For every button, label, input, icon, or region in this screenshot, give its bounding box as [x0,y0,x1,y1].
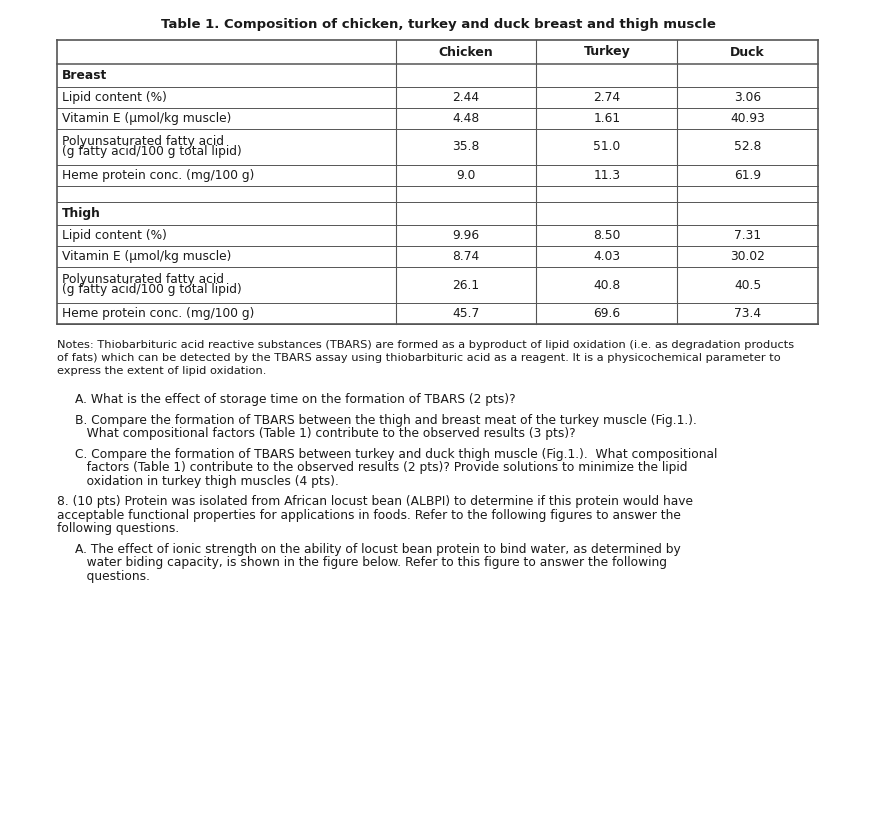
Text: 9.96: 9.96 [452,229,480,242]
Text: following questions.: following questions. [57,522,179,535]
Text: Polyunsaturated fatty acid: Polyunsaturated fatty acid [62,135,224,149]
Text: 4.03: 4.03 [593,250,620,263]
Text: 61.9: 61.9 [734,169,761,182]
Text: express the extent of lipid oxidation.: express the extent of lipid oxidation. [57,366,266,376]
Text: 2.44: 2.44 [452,91,480,104]
Text: 8.50: 8.50 [593,229,620,242]
Text: 8.74: 8.74 [452,250,480,263]
Text: 40.8: 40.8 [593,279,620,291]
Text: 11.3: 11.3 [593,169,620,182]
Text: 69.6: 69.6 [593,307,620,320]
Text: (g fatty acid/100 g total lipid): (g fatty acid/100 g total lipid) [62,284,242,296]
Text: Lipid content (%): Lipid content (%) [62,229,167,242]
Text: 3.06: 3.06 [734,91,761,104]
Text: A. What is the effect of storage time on the formation of TBARS (2 pts)?: A. What is the effect of storage time on… [75,393,515,406]
Text: 2.74: 2.74 [593,91,620,104]
Text: 9.0: 9.0 [457,169,476,182]
Text: Table 1. Composition of chicken, turkey and duck breast and thigh muscle: Table 1. Composition of chicken, turkey … [161,18,716,31]
Text: Heme protein conc. (mg/100 g): Heme protein conc. (mg/100 g) [62,307,255,320]
Text: Duck: Duck [731,46,765,58]
Text: of fats) which can be detected by the TBARS assay using thiobarbituric acid as a: of fats) which can be detected by the TB… [57,353,780,363]
Text: Breast: Breast [62,69,108,82]
Text: Notes: Thiobarbituric acid reactive substances (TBARS) are formed as a byproduct: Notes: Thiobarbituric acid reactive subs… [57,340,794,350]
Text: 40.5: 40.5 [734,279,761,291]
Text: acceptable functional properties for applications in foods. Refer to the followi: acceptable functional properties for app… [57,509,681,521]
Text: 35.8: 35.8 [452,140,480,154]
Text: factors (Table 1) contribute to the observed results (2 pts)? Provide solutions : factors (Table 1) contribute to the obse… [75,461,688,474]
Text: Lipid content (%): Lipid content (%) [62,91,167,104]
Text: Chicken: Chicken [438,46,493,58]
Text: 52.8: 52.8 [734,140,761,154]
Text: 26.1: 26.1 [452,279,480,291]
Text: Turkey: Turkey [584,46,630,58]
Text: Thigh: Thigh [62,207,101,220]
Text: C. Compare the formation of TBARS between turkey and duck thigh muscle (Fig.1.).: C. Compare the formation of TBARS betwee… [75,447,718,461]
Text: 4.48: 4.48 [452,112,480,125]
Text: 51.0: 51.0 [593,140,620,154]
Text: B. Compare the formation of TBARS between the thigh and breast meat of the turke: B. Compare the formation of TBARS betwee… [75,413,697,427]
Text: 7.31: 7.31 [734,229,761,242]
Text: What compositional factors (Table 1) contribute to the observed results (3 pts)?: What compositional factors (Table 1) con… [75,427,576,440]
Text: 1.61: 1.61 [593,112,620,125]
Text: 8. (10 pts) Protein was isolated from African locust bean (ALBPI) to determine i: 8. (10 pts) Protein was isolated from Af… [57,495,693,508]
Text: 30.02: 30.02 [730,250,765,263]
Text: (g fatty acid/100 g total lipid): (g fatty acid/100 g total lipid) [62,145,242,159]
Text: Polyunsaturated fatty acid: Polyunsaturated fatty acid [62,274,224,286]
Text: questions.: questions. [75,569,150,583]
Text: 40.93: 40.93 [730,112,765,125]
Text: 73.4: 73.4 [734,307,761,320]
Text: water biding capacity, is shown in the figure below. Refer to this figure to ans: water biding capacity, is shown in the f… [75,556,667,569]
Text: A. The effect of ionic strength on the ability of locust bean protein to bind wa: A. The effect of ionic strength on the a… [75,543,681,555]
Text: Vitamin E (μmol/kg muscle): Vitamin E (μmol/kg muscle) [62,112,231,125]
Text: oxidation in turkey thigh muscles (4 pts).: oxidation in turkey thigh muscles (4 pts… [75,475,339,487]
Text: Heme protein conc. (mg/100 g): Heme protein conc. (mg/100 g) [62,169,255,182]
Text: 45.7: 45.7 [452,307,480,320]
Text: Vitamin E (μmol/kg muscle): Vitamin E (μmol/kg muscle) [62,250,231,263]
